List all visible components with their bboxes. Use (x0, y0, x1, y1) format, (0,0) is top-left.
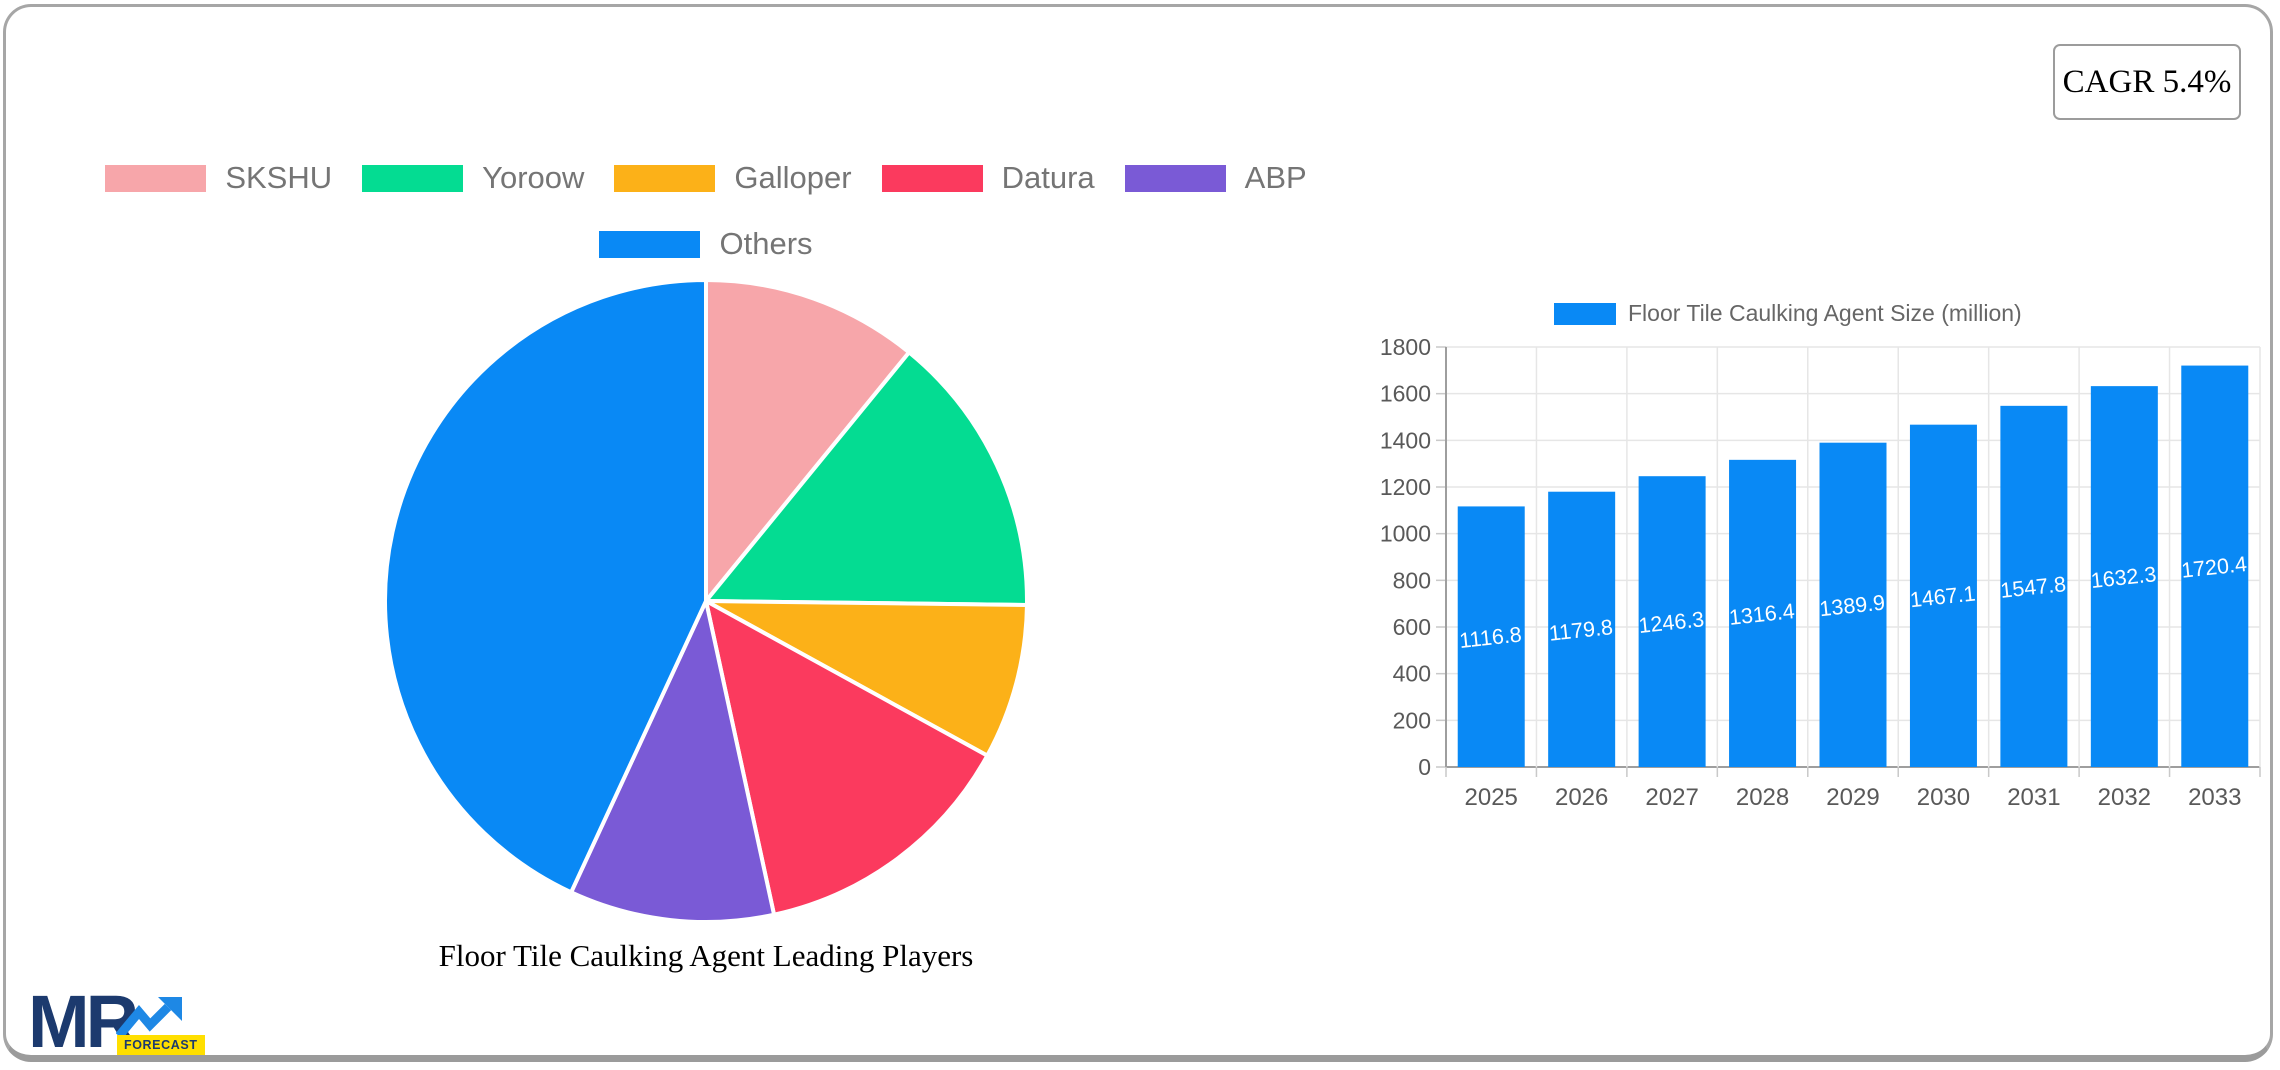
bar-2026[interactable] (1548, 491, 1616, 767)
pie-slice-abp[interactable] (569, 599, 777, 924)
y-tick-label: 600 (1393, 614, 1431, 640)
logo-forecast-text: FORECAST (117, 1035, 205, 1055)
legend-swatch-datura (881, 164, 983, 192)
legend-label: Galloper (734, 160, 852, 195)
y-tick-label: 1000 (1380, 521, 1431, 547)
x-tick-label: 2030 (1917, 784, 1970, 811)
legend-label: SKSHU (225, 160, 333, 195)
y-tick-label: 0 (1418, 754, 1431, 780)
legend-item-yoroow[interactable]: Yoroow (362, 160, 584, 196)
legend-label: ABP (1244, 160, 1307, 195)
bar-2031[interactable] (2000, 405, 2068, 767)
pie-chart (383, 278, 1029, 924)
pie-slice-others[interactable] (383, 278, 708, 895)
y-tick-label: 400 (1393, 661, 1431, 687)
x-tick-label: 2027 (1645, 784, 1698, 811)
x-tick-label: 2029 (1826, 784, 1879, 811)
y-tick-label: 1200 (1380, 474, 1431, 500)
y-tick-label: 1800 (1380, 334, 1431, 360)
y-tick-label: 1400 (1380, 427, 1431, 453)
legend-swatch-yoroow (362, 164, 464, 192)
x-tick-label: 2028 (1736, 784, 1789, 811)
bar-2029[interactable] (1819, 442, 1887, 767)
bar-2027[interactable] (1638, 476, 1706, 767)
pie-slice-datura[interactable] (704, 599, 990, 917)
x-tick-label: 2033 (2188, 784, 2241, 811)
pie-legend-row: Others (6, 226, 1406, 262)
pie-title: Floor Tile Caulking Agent Leading Player… (438, 938, 974, 973)
y-tick-label: 200 (1393, 707, 1431, 733)
legend-swatch-others (599, 230, 701, 258)
pie-legend: SKSHU Yoroow Galloper Datura ABP Others (6, 160, 1406, 262)
bar-2033[interactable] (2181, 365, 2249, 767)
cagr-label: CAGR 5.4% (2062, 63, 2232, 100)
trend-arrow-icon (116, 997, 182, 1039)
bar-legend-label: Floor Tile Caulking Agent Size (million) (1628, 300, 2022, 326)
cagr-badge: CAGR 5.4% (2053, 44, 2241, 120)
legend-label: Others (719, 226, 813, 261)
legend-item-skshu[interactable]: SKSHU (105, 160, 332, 196)
legend-item-galloper[interactable]: Galloper (614, 160, 852, 196)
y-tick-label: 800 (1393, 567, 1431, 593)
x-tick-label: 2032 (2098, 784, 2151, 811)
bar-2025[interactable] (1457, 506, 1525, 767)
bar-2028[interactable] (1729, 459, 1797, 767)
legend-item-datura[interactable]: Datura (881, 160, 1095, 196)
legend-swatch-galloper (614, 164, 716, 192)
pie-slice-galloper[interactable] (704, 599, 1029, 758)
pie-slice-yoroow[interactable] (704, 350, 1029, 608)
pie-legend-row: SKSHU Yoroow Galloper Datura ABP (6, 160, 1406, 196)
legend-swatch-skshu (105, 164, 207, 192)
x-tick-label: 2026 (1555, 784, 1608, 811)
bar-2032[interactable] (2090, 386, 2158, 767)
bar-2030[interactable] (1909, 424, 1977, 767)
mrforecast-logo: MR FORECAST (28, 985, 248, 1055)
bar-chart: Floor Tile Caulking Agent Size (million)… (1380, 300, 2261, 811)
legend-item-abp[interactable]: ABP (1124, 160, 1307, 196)
bar-legend-swatch[interactable] (1554, 303, 1616, 325)
x-tick-label: 2031 (2007, 784, 2060, 811)
legend-swatch-abp (1124, 164, 1226, 192)
legend-item-others[interactable]: Others (599, 226, 813, 262)
report-card: CAGR 5.4% SKSHU Yoroow Galloper Datura ABP Ot… (3, 4, 2273, 1062)
x-tick-label: 2025 (1465, 784, 1518, 811)
legend-label: Datura (1001, 160, 1095, 195)
y-tick-label: 1600 (1380, 381, 1431, 407)
legend-label: Yoroow (482, 160, 585, 195)
pie-slice-skshu[interactable] (704, 278, 912, 603)
